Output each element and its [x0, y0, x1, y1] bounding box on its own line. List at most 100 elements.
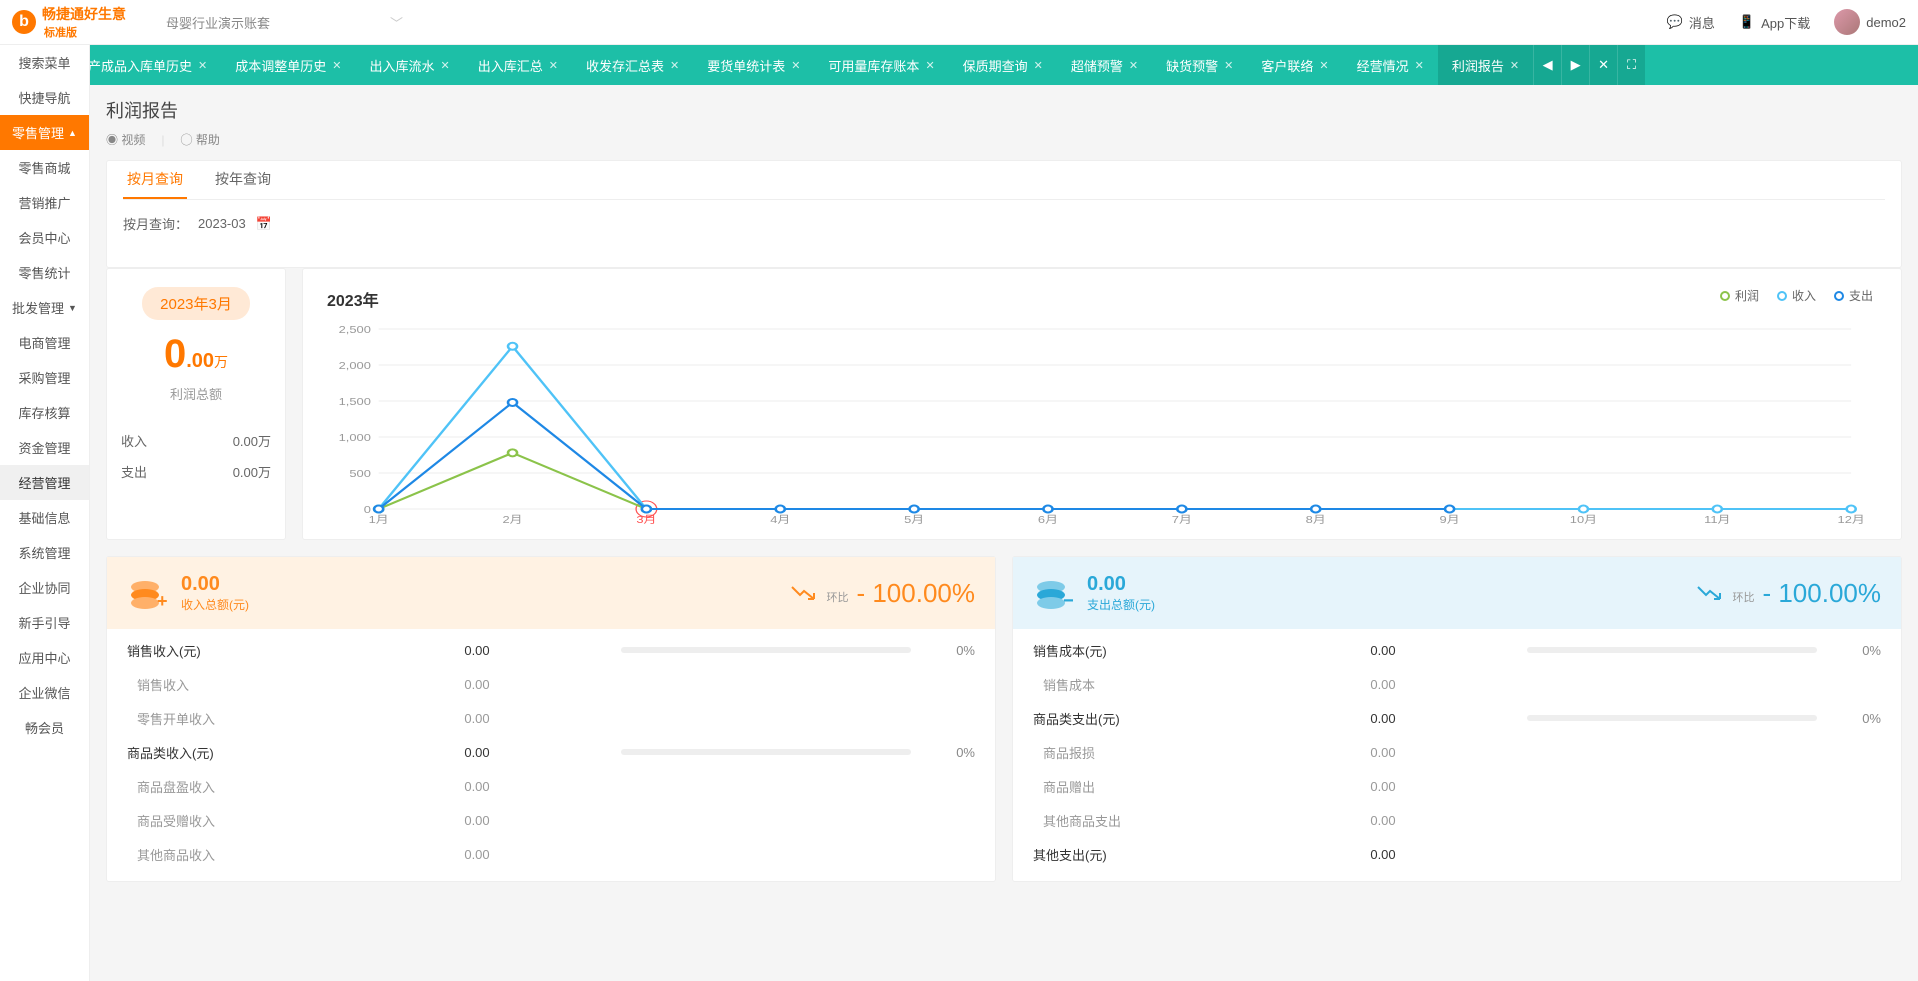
close-icon[interactable]: ✕: [441, 59, 450, 72]
tab-超储预警[interactable]: 超储预警✕: [1057, 45, 1152, 85]
svg-text:6月: 6月: [1038, 515, 1058, 525]
tab-可用量库存账本[interactable]: 可用量库存账本✕: [814, 45, 948, 85]
tab-收发存汇总表[interactable]: 收发存汇总表✕: [572, 45, 693, 85]
tab-要货单统计表[interactable]: 要货单统计表✕: [693, 45, 814, 85]
summary-row: 收入0.00万: [121, 425, 271, 456]
expense-label: 支出总额(元): [1087, 596, 1155, 613]
sidebar-item-新手引导[interactable]: 新手引导: [0, 605, 89, 640]
video-label: 视频: [121, 133, 145, 147]
sidebar-item-搜索菜单[interactable]: 搜索菜单: [0, 45, 89, 80]
sidebar-item-电商管理[interactable]: 电商管理: [0, 325, 89, 360]
sidebar-item-会员中心[interactable]: 会员中心: [0, 220, 89, 255]
panel-row: 商品类收入(元)0.000%: [127, 735, 975, 769]
messages-button[interactable]: 💬 消息: [1667, 13, 1715, 32]
close-icon[interactable]: ✕: [1415, 59, 1424, 72]
expense-panel-head: − 0.00 支出总额(元) 环比 - 100.00%: [1013, 557, 1901, 629]
account-selector[interactable]: 母婴行业演示账套 ﹀: [166, 13, 403, 32]
user-menu[interactable]: demo2: [1834, 9, 1906, 35]
sidebar-item-库存核算[interactable]: 库存核算: [0, 395, 89, 430]
sidebar-item-畅会员[interactable]: 畅会员: [0, 710, 89, 745]
sidebar-item-经营管理[interactable]: 经营管理: [0, 465, 89, 500]
tab-出入库流水[interactable]: 出入库流水✕: [355, 45, 463, 85]
tab-prev[interactable]: ◀: [1533, 45, 1561, 85]
sidebar-item-零售管理[interactable]: 零售管理▲: [0, 115, 89, 150]
panel-row: 其他支出(元)0.00: [1033, 837, 1881, 871]
svg-text:2,500: 2,500: [339, 325, 371, 335]
sidebar-item-营销推广[interactable]: 营销推广: [0, 185, 89, 220]
help-link[interactable]: ◯ 帮助: [180, 131, 219, 148]
close-icon[interactable]: ✕: [791, 59, 800, 72]
inner-tab-按月查询[interactable]: 按月查询: [123, 161, 187, 199]
close-icon[interactable]: ✕: [1224, 59, 1233, 72]
sidebar-item-零售商城[interactable]: 零售商城: [0, 150, 89, 185]
svg-text:1月: 1月: [369, 515, 389, 525]
expense-pct: - 100.00%: [1762, 578, 1881, 609]
svg-text:10月: 10月: [1570, 515, 1597, 525]
panel-row: 其他商品收入0.00: [127, 837, 975, 871]
legend-item: 收入: [1777, 287, 1816, 304]
filter-value[interactable]: 2023-03: [198, 216, 246, 231]
tab-利润报告[interactable]: 利润报告✕: [1438, 45, 1533, 85]
svg-text:11月: 11月: [1704, 515, 1730, 525]
sidebar-item-资金管理[interactable]: 资金管理: [0, 430, 89, 465]
tab-出入库汇总[interactable]: 出入库汇总✕: [464, 45, 572, 85]
video-link[interactable]: ◉ 视频: [106, 131, 145, 148]
close-icon[interactable]: ✕: [925, 59, 934, 72]
sidebar-item-零售统计[interactable]: 零售统计: [0, 255, 89, 290]
chart-area: 2,5002,0001,5001,00050001月2月3月4月5月6月7月8月…: [327, 319, 1877, 529]
sidebar-item-采购管理[interactable]: 采购管理: [0, 360, 89, 395]
tab-经营情况[interactable]: 经营情况✕: [1343, 45, 1438, 85]
main-content: 利润报告 ◉ 视频 | ◯ 帮助 按月查询按年查询 按月查询： 2023-03 …: [90, 85, 1918, 981]
close-icon[interactable]: ✕: [1129, 59, 1138, 72]
close-icon[interactable]: ✕: [1034, 59, 1043, 72]
panel-row: 销售成本0.00: [1033, 667, 1881, 701]
tab-缺货预警[interactable]: 缺货预警✕: [1152, 45, 1247, 85]
tab-产成品入库单历史[interactable]: 产成品入库单历史✕: [74, 45, 221, 85]
close-icon[interactable]: ✕: [549, 59, 558, 72]
messages-label: 消息: [1689, 13, 1715, 32]
app-download-button[interactable]: 📱 App下载: [1739, 13, 1810, 32]
svg-text:1,000: 1,000: [339, 433, 371, 443]
sidebar-item-企业协同[interactable]: 企业协同: [0, 570, 89, 605]
tab-close-all[interactable]: ✕: [1589, 45, 1617, 85]
sidebar-item-应用中心[interactable]: 应用中心: [0, 640, 89, 675]
sidebar-item-快捷导航[interactable]: 快捷导航: [0, 80, 89, 115]
expense-icon: −: [1033, 573, 1073, 613]
summary-card: 2023年3月 0.00万 利润总额 收入0.00万支出0.00万: [106, 268, 286, 540]
chart-title: 2023年: [327, 287, 1877, 311]
expense-value: 0.00: [1087, 573, 1155, 596]
close-icon[interactable]: ✕: [670, 59, 679, 72]
income-pct: - 100.00%: [856, 578, 975, 609]
close-icon[interactable]: ✕: [1319, 59, 1328, 72]
tab-客户联络[interactable]: 客户联络✕: [1247, 45, 1342, 85]
income-hb-label: 环比: [826, 589, 848, 605]
page-title: 利润报告: [106, 97, 1902, 123]
panel-row: 销售成本(元)0.000%: [1033, 633, 1881, 667]
brand-sub: 标准版: [44, 24, 126, 40]
tab-strip: 首页产成品入库单历史✕成本调整单历史✕出入库流水✕出入库汇总✕收发存汇总表✕要货…: [0, 45, 1918, 85]
sidebar-item-企业微信[interactable]: 企业微信: [0, 675, 89, 710]
inner-tab-按年查询[interactable]: 按年查询: [211, 161, 275, 199]
tab-保质期查询[interactable]: 保质期查询✕: [949, 45, 1057, 85]
trend-down-icon: [1696, 583, 1724, 603]
close-icon[interactable]: ✕: [1510, 59, 1519, 72]
sidebar-item-基础信息[interactable]: 基础信息: [0, 500, 89, 535]
avatar-icon: [1834, 9, 1860, 35]
income-panel: + 0.00 收入总额(元) 环比 - 100.00% 销售收入(元)0.000…: [106, 556, 996, 882]
svg-text:+: +: [157, 591, 167, 611]
svg-text:9月: 9月: [1440, 515, 1460, 525]
panel-row: 商品盘盈收入0.00: [127, 769, 975, 803]
tab-成本调整单历史[interactable]: 成本调整单历史✕: [221, 45, 355, 85]
sidebar-item-批发管理[interactable]: 批发管理▼: [0, 290, 89, 325]
calendar-icon[interactable]: 📅: [256, 216, 272, 232]
account-selector-label: 母婴行业演示账套: [166, 13, 270, 32]
close-icon[interactable]: ✕: [332, 59, 341, 72]
svg-text:2,000: 2,000: [339, 361, 371, 371]
chart-card: 2023年 利润收入支出 2,5002,0001,5001,00050001月2…: [302, 268, 1902, 540]
tab-next[interactable]: ▶: [1561, 45, 1589, 85]
close-icon[interactable]: ✕: [198, 59, 207, 72]
expense-head-text: 0.00 支出总额(元): [1087, 573, 1155, 613]
sidebar-item-系统管理[interactable]: 系统管理: [0, 535, 89, 570]
panel-row: 其他商品支出0.00: [1033, 803, 1881, 837]
fullscreen[interactable]: ⛶: [1617, 45, 1645, 85]
